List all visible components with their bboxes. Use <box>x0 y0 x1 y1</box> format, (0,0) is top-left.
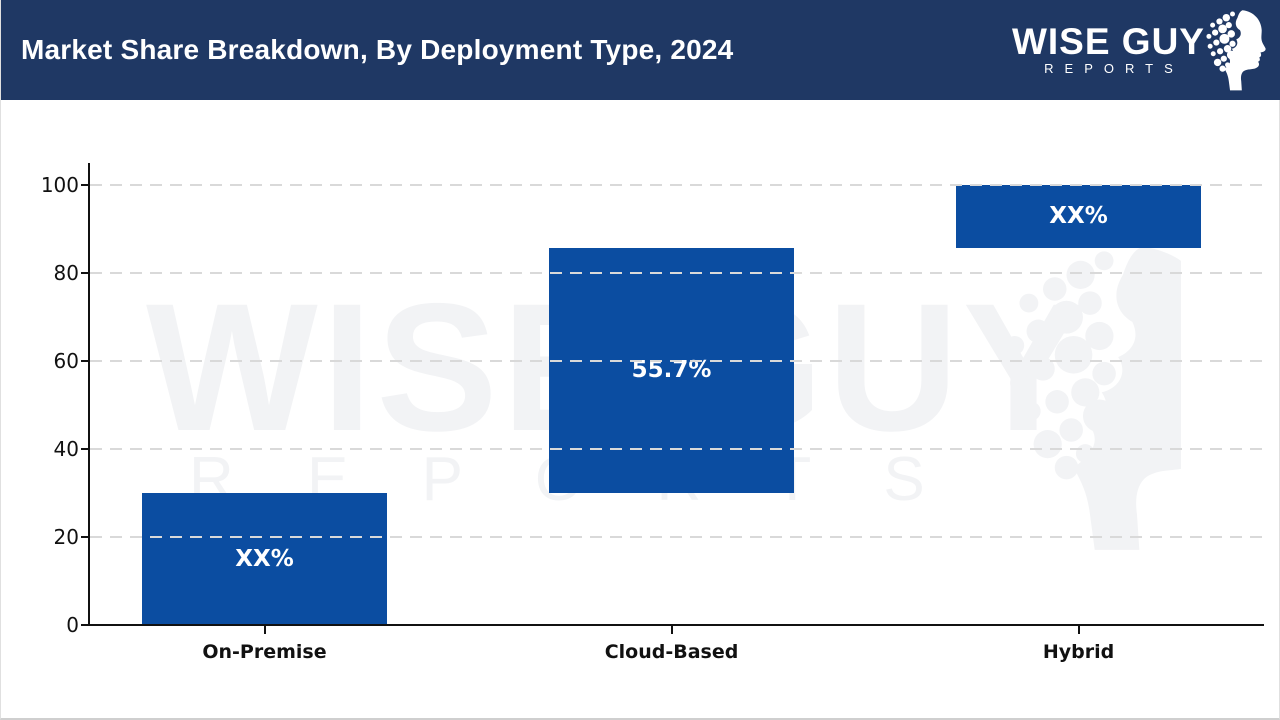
y-tick-60 <box>81 360 89 362</box>
y-tick-80 <box>81 272 89 274</box>
y-tick-label-100: 100 <box>40 173 79 197</box>
bar-cloud-based: 55.7% <box>549 247 794 493</box>
x-tick-label-hybrid: Hybrid <box>1042 641 1115 663</box>
y-tick-label-40: 40 <box>53 437 79 461</box>
y-tick-label-20: 20 <box>53 525 79 549</box>
header-bar: Market Share Breakdown, By Deployment Ty… <box>1 0 1280 100</box>
bar-value-label-hybrid: XX% <box>1049 203 1108 230</box>
bar-on-premise: XX% <box>142 493 387 625</box>
x-tick-cloud-based <box>670 626 673 634</box>
logo-brand-name: WISE GUY <box>1011 21 1205 62</box>
page-title: Market Share Breakdown, By Deployment Ty… <box>21 34 734 65</box>
y-tick-label-60: 60 <box>53 349 79 373</box>
x-axis-line <box>88 624 1264 626</box>
y-tick-100 <box>81 184 89 186</box>
x-tick-label-cloud-based: Cloud-Based <box>604 641 739 663</box>
x-tick-hybrid <box>1077 626 1080 634</box>
logo-head-icon <box>1206 10 1266 91</box>
y-tick-label-80: 80 <box>53 261 79 285</box>
logo-text: WISE GUY REPORTS <box>1012 23 1205 77</box>
y-axis-line <box>88 163 90 626</box>
y-tick-40 <box>81 448 89 450</box>
bar-value-label-cloud-based: 55.7% <box>631 357 712 384</box>
wise-guy-reports-logo: WISE GUY REPORTS <box>1012 8 1267 92</box>
y-tick-0 <box>81 624 89 626</box>
bar-hybrid: XX% <box>956 185 1201 248</box>
y-tick-label-0: 0 <box>66 613 79 637</box>
bar-value-label-on-premise: XX% <box>235 546 294 572</box>
x-tick-on-premise <box>263 626 266 634</box>
y-tick-20 <box>81 536 89 538</box>
x-tick-label-on-premise: On-Premise <box>202 641 327 663</box>
logo-brand-subtitle: REPORTS <box>1044 61 1184 76</box>
chart-plot-area: 0 20 40 60 80 100 XX% 55.7% XX% On-Premise Cloud-B… <box>1 100 1280 720</box>
